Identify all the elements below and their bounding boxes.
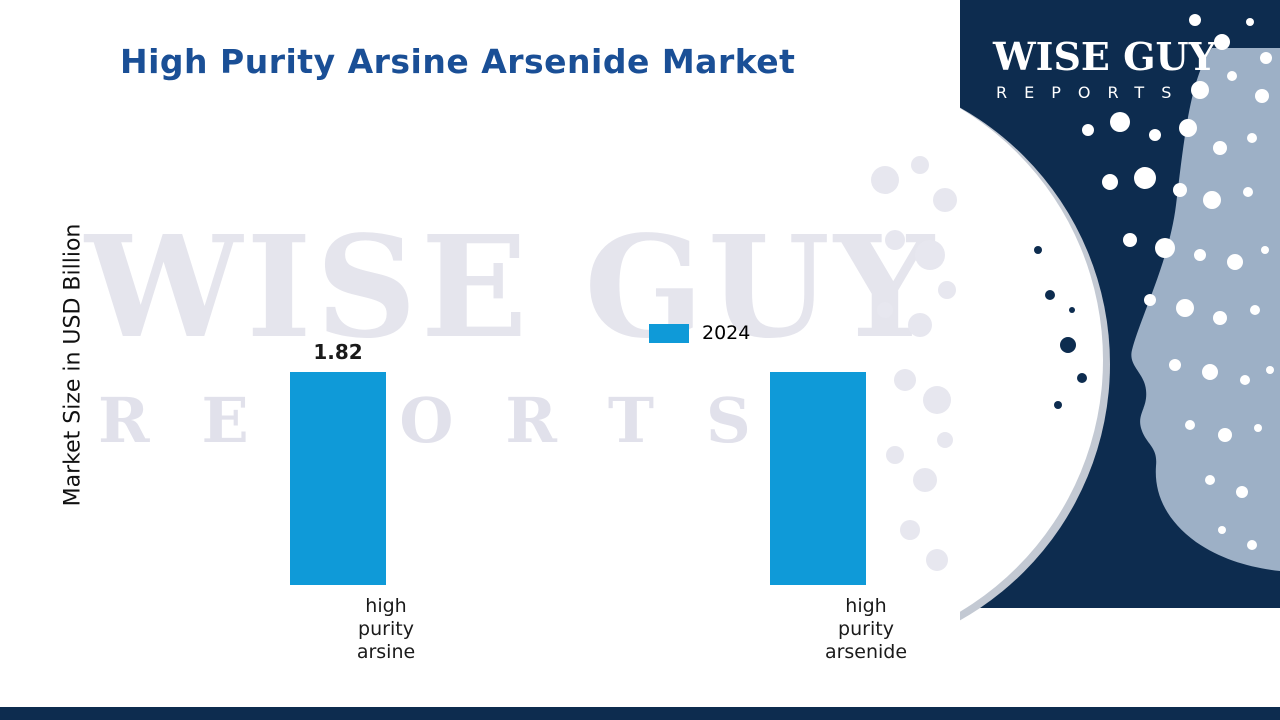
watermark-reports-text: REPORTS (98, 384, 803, 457)
y-axis-label: Market Size in USD Billion (60, 223, 86, 507)
logo-wiseguy-text: WISE GUY (993, 34, 1216, 79)
bar-high-purity-arsenide (770, 372, 866, 585)
chart-legend: 2024 (649, 322, 750, 344)
brand-panel-graphic (960, 0, 1280, 621)
x-axis-category-label: high purity arsenide (824, 595, 908, 663)
chart-title: High Purity Arsine Arsenide Market (120, 42, 796, 81)
watermark-wiseguy-text: WISE GUY (85, 206, 938, 370)
bar-value-label: 1.82 (313, 340, 363, 364)
logo-reports-text: REPORTS (996, 82, 1189, 102)
brand-panel (960, 0, 1280, 720)
watermark-head-dots (871, 156, 957, 571)
x-axis-category-label: high purity arsine (356, 595, 416, 663)
bottom-bar (0, 707, 1280, 720)
face-silhouette (1131, 48, 1280, 571)
logo: WISE GUY REPORTS (993, 36, 1216, 102)
legend-label: 2024 (702, 322, 751, 344)
bar-high-purity-arsine (290, 372, 386, 585)
legend-swatch-2024 (649, 323, 689, 343)
